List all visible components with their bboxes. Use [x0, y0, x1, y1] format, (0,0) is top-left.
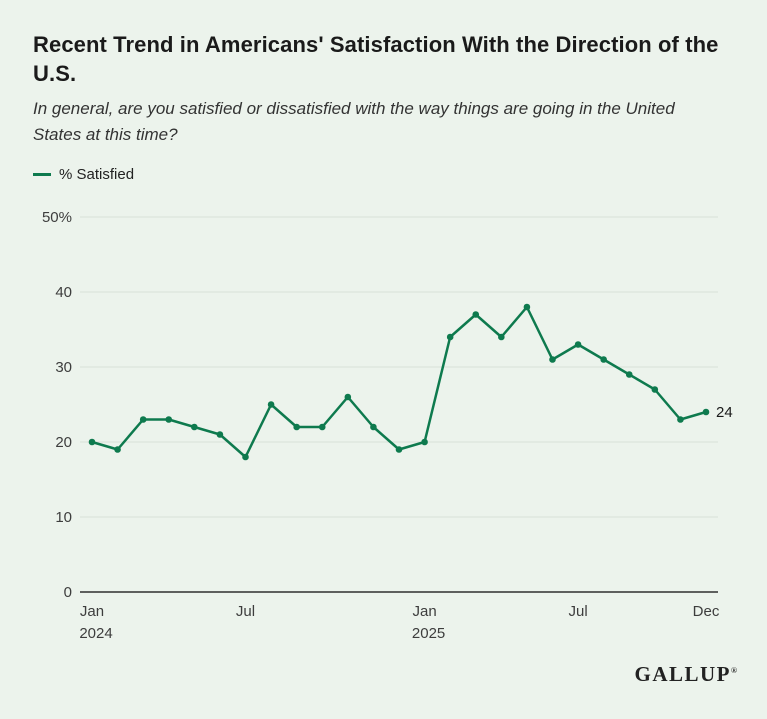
registered-trademark-icon: ®	[731, 666, 737, 675]
y-tick-label: 10	[55, 509, 72, 526]
x-tick-label: Jan	[80, 603, 104, 620]
data-point	[139, 416, 147, 423]
chart-title: Recent Trend in Americans' Satisfaction …	[33, 32, 719, 87]
end-value-label: 24	[716, 404, 733, 421]
data-point	[574, 341, 582, 348]
data-point	[677, 416, 684, 423]
data-point	[446, 333, 454, 341]
data-point	[216, 431, 224, 438]
data-point	[370, 423, 377, 431]
data-point	[191, 423, 198, 431]
series-line	[90, 305, 708, 459]
data-point	[702, 408, 710, 416]
gallup-logo: GALLUP®	[635, 662, 738, 687]
data-point	[523, 303, 531, 311]
data-point	[421, 438, 428, 446]
data-point	[498, 333, 505, 341]
data-point	[267, 401, 275, 408]
data-point	[318, 423, 326, 431]
gallup-wordmark: GALLUP	[634, 662, 732, 686]
data-point	[472, 311, 480, 318]
y-tick-label: 40	[55, 284, 72, 301]
x-tick-sublabel: 2024	[79, 625, 112, 642]
data-point	[600, 356, 607, 363]
x-tick-label: Dec	[693, 603, 720, 620]
data-point	[549, 356, 556, 363]
data-point	[88, 438, 96, 446]
legend-label: % Satisfied	[59, 166, 135, 183]
legend-line-swatch	[33, 173, 51, 176]
y-tick-label: 20	[55, 434, 72, 451]
data-point	[242, 453, 249, 461]
data-point	[165, 416, 173, 423]
x-tick-sublabel: 2025	[412, 625, 445, 642]
legend: % Satisfied	[33, 166, 134, 183]
x-tick-label: Jul	[236, 603, 255, 620]
data-point	[114, 446, 121, 453]
data-point	[344, 393, 352, 401]
y-tick-label: 30	[55, 359, 72, 376]
x-tick-label: Jan	[412, 603, 436, 620]
data-point	[395, 446, 403, 453]
data-point	[651, 386, 659, 393]
data-point	[293, 423, 300, 431]
y-tick-label: 0	[64, 584, 72, 601]
x-tick-label: Jul	[568, 603, 587, 620]
data-point	[625, 371, 633, 378]
chart-subtitle: In general, are you satisfied or dissati…	[33, 99, 675, 144]
y-tick-label: 50%	[42, 209, 72, 226]
